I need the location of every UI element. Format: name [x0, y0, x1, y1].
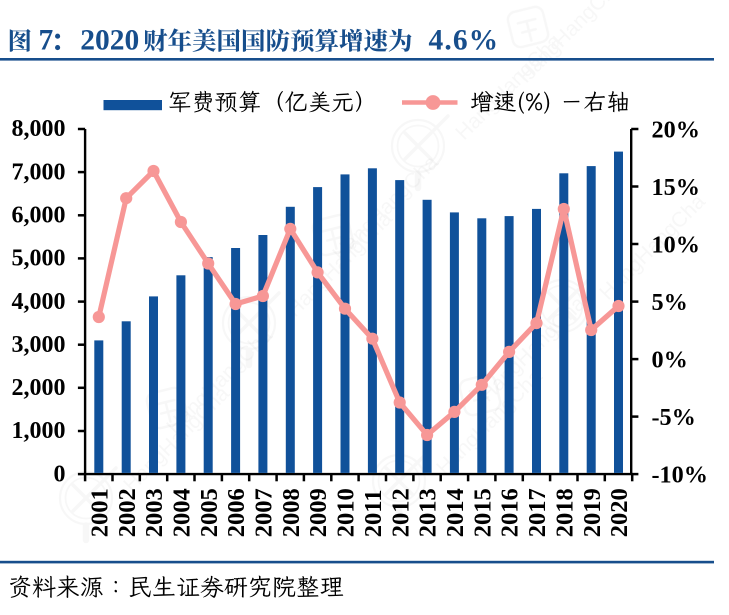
svg-text:-5%: -5% [652, 404, 696, 431]
svg-text:2,000: 2,000 [12, 375, 66, 401]
svg-text:2003: 2003 [141, 488, 168, 537]
svg-text:2015: 2015 [469, 488, 496, 537]
svg-text:2012: 2012 [387, 488, 414, 537]
svg-text:10%: 10% [652, 232, 700, 259]
svg-text:-10%: -10% [652, 462, 708, 489]
svg-text:2004: 2004 [169, 488, 196, 537]
svg-text:2016: 2016 [497, 488, 524, 537]
svg-text:2005: 2005 [196, 488, 223, 537]
svg-text:3,000: 3,000 [12, 332, 66, 358]
svg-text:6,000: 6,000 [12, 203, 66, 229]
svg-text:15%: 15% [652, 174, 700, 201]
svg-text:7,000: 7,000 [12, 159, 66, 185]
svg-text:2018: 2018 [551, 488, 578, 537]
svg-text:2008: 2008 [278, 488, 305, 537]
svg-text:2006: 2006 [223, 488, 250, 537]
svg-text:4.6%: 4.6% [429, 25, 500, 57]
svg-text:1,000: 1,000 [12, 418, 66, 444]
svg-text:2011: 2011 [360, 490, 387, 538]
svg-text:2002: 2002 [114, 488, 141, 537]
svg-text:7: 7 [39, 25, 54, 57]
svg-text:2001: 2001 [86, 488, 113, 537]
svg-text:2014: 2014 [442, 488, 469, 537]
svg-text:4,000: 4,000 [12, 289, 66, 315]
svg-text:2013: 2013 [415, 488, 442, 537]
svg-text:2017: 2017 [524, 488, 551, 537]
svg-text:2010: 2010 [333, 488, 360, 537]
svg-text:2009: 2009 [305, 488, 332, 537]
svg-text:8,000: 8,000 [12, 116, 66, 142]
svg-text:20%: 20% [652, 117, 700, 144]
svg-text:5,000: 5,000 [12, 246, 66, 272]
svg-text:2020: 2020 [606, 488, 633, 537]
svg-text:2007: 2007 [251, 488, 278, 537]
svg-text:2019: 2019 [579, 488, 606, 537]
svg-text:0: 0 [54, 461, 66, 487]
svg-text:0%: 0% [652, 347, 688, 374]
svg-text:5%: 5% [652, 289, 688, 316]
svg-text:2020: 2020 [80, 25, 139, 57]
